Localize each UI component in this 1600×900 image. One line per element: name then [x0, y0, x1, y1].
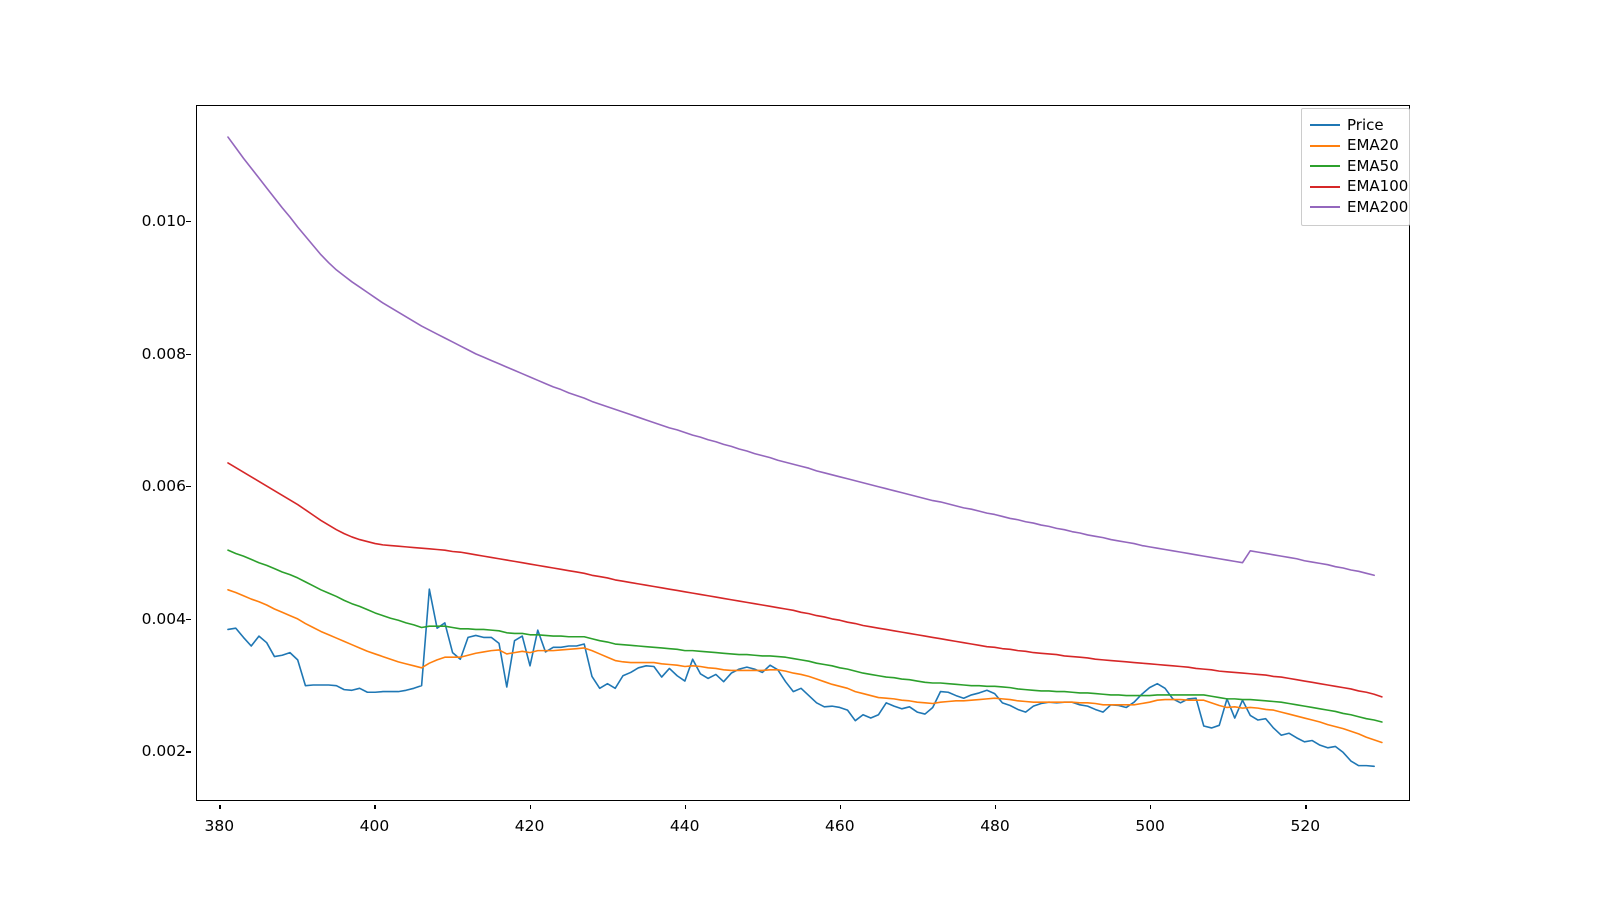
legend-label: EMA100: [1347, 177, 1409, 196]
x-tick-mark: [684, 804, 686, 809]
x-tick-label: 460: [825, 817, 855, 835]
y-tick-mark: [186, 221, 191, 223]
x-tick-label: 380: [204, 817, 235, 835]
x-tick-label: 420: [514, 817, 545, 835]
x-tick-mark: [1150, 804, 1152, 809]
y-tick-mark: [186, 618, 191, 620]
x-tick-label: 480: [980, 817, 1010, 835]
legend-label: Price: [1347, 115, 1384, 134]
legend-color-swatch: [1310, 144, 1340, 147]
y-tick-label: 0.008: [141, 344, 186, 363]
series-line-price: [228, 589, 1374, 766]
x-tick-mark: [529, 804, 531, 809]
y-tick-label: 0.004: [141, 609, 186, 628]
chart-legend: Price EMA20 EMA50 EMA100 EMA200: [1301, 108, 1410, 226]
x-tick-mark: [374, 804, 376, 809]
legend-item-ema200[interactable]: EMA200: [1310, 197, 1408, 218]
y-tick-label: 0.002: [141, 742, 186, 761]
legend-label: EMA20: [1347, 136, 1399, 155]
y-tick-label: 0.010: [141, 212, 186, 230]
x-axis-tick-labels: 380 400 420 440 460 480 500 520: [196, 804, 1410, 839]
series-line-ema50: [228, 550, 1382, 722]
x-tick-mark: [219, 804, 221, 809]
y-tick-label: 0.006: [141, 477, 186, 496]
legend-label: EMA200: [1347, 197, 1409, 216]
legend-item-ema100[interactable]: EMA100: [1310, 177, 1408, 198]
y-axis-tick-labels: 0.002 0.004 0.006 0.008 0.010: [110, 105, 191, 801]
legend-color-swatch: [1310, 124, 1340, 127]
x-tick-label: 500: [1135, 817, 1165, 835]
plot-lines-svg: [197, 106, 1409, 800]
y-tick-mark: [186, 486, 191, 488]
legend-item-ema20[interactable]: EMA20: [1310, 136, 1401, 157]
x-tick-mark: [994, 804, 997, 809]
x-tick-mark: [1305, 804, 1307, 809]
plot-area: [196, 105, 1410, 801]
legend-label: EMA50: [1347, 156, 1399, 175]
y-tick-mark: [186, 353, 191, 355]
x-tick-label: 400: [359, 817, 390, 835]
x-tick-label: 520: [1290, 817, 1321, 835]
legend-item-price[interactable]: Price: [1310, 115, 1401, 136]
x-tick-label: 440: [669, 817, 700, 835]
legend-item-ema50[interactable]: EMA50: [1310, 156, 1401, 177]
legend-color-swatch: [1310, 206, 1340, 209]
series-line-ema20: [228, 590, 1382, 743]
legend-color-swatch: [1310, 185, 1340, 188]
y-tick-mark: [186, 751, 191, 753]
series-line-ema100: [228, 463, 1382, 697]
legend-color-swatch: [1310, 165, 1340, 168]
series-line-ema200: [228, 137, 1374, 575]
x-tick-mark: [839, 804, 842, 809]
